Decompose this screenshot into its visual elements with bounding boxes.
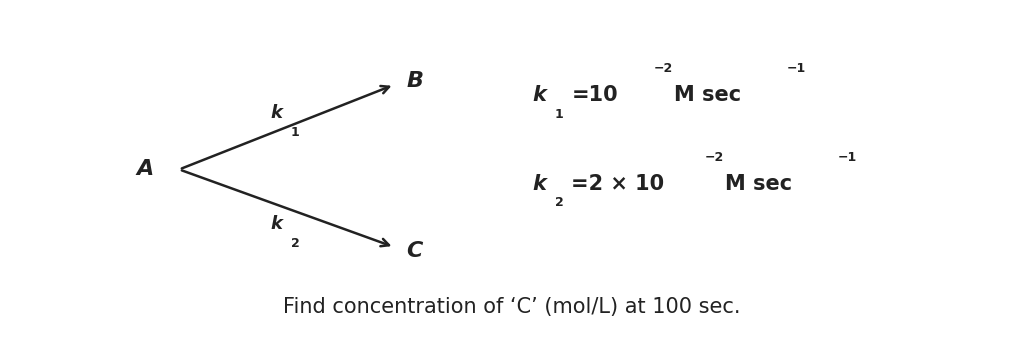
Text: M sec: M sec: [674, 85, 741, 105]
Text: A: A: [136, 160, 154, 179]
Text: B: B: [407, 71, 424, 91]
Text: −2: −2: [653, 62, 673, 75]
Text: 1: 1: [291, 126, 299, 139]
Text: k: k: [532, 174, 547, 193]
Text: C: C: [407, 241, 423, 261]
Text: k: k: [532, 85, 547, 105]
Text: =2 × 10: =2 × 10: [571, 174, 665, 193]
Text: 2: 2: [555, 197, 564, 209]
Text: Find concentration of ‘C’ (mol/L) at 100 sec.: Find concentration of ‘C’ (mol/L) at 100…: [284, 297, 740, 317]
Text: k: k: [270, 215, 283, 233]
Text: M sec: M sec: [725, 174, 793, 193]
Text: 2: 2: [291, 237, 299, 250]
Text: k: k: [270, 104, 283, 122]
Text: −2: −2: [705, 151, 724, 163]
Text: −1: −1: [786, 62, 806, 75]
Text: =10: =10: [571, 85, 618, 105]
Text: −1: −1: [838, 151, 857, 163]
Text: 1: 1: [555, 108, 564, 121]
